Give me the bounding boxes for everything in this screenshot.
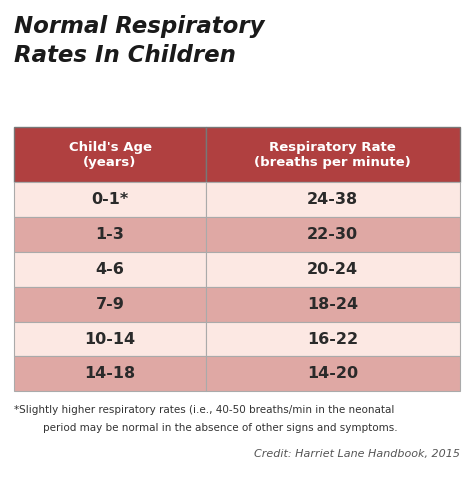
Bar [206, 127, 460, 182]
Text: 16-22: 16-22 [307, 332, 358, 347]
Text: 0-1*: 0-1* [91, 192, 128, 207]
Bar [14, 252, 206, 287]
Bar [14, 287, 206, 322]
Text: 24-38: 24-38 [307, 192, 358, 207]
Text: 1-3: 1-3 [96, 227, 125, 242]
Bar [14, 182, 206, 217]
Text: 14-20: 14-20 [307, 366, 358, 381]
Bar [14, 217, 206, 252]
Bar [206, 217, 460, 252]
Text: period may be normal in the absence of other signs and symptoms.: period may be normal in the absence of o… [43, 423, 397, 433]
Bar [206, 182, 460, 217]
Bar [206, 322, 460, 356]
Text: Normal Respiratory: Normal Respiratory [14, 15, 264, 38]
Text: Rates In Children: Rates In Children [14, 44, 236, 67]
Text: 22-30: 22-30 [307, 227, 358, 242]
Bar [14, 356, 206, 391]
Text: Credit: Harriet Lane Handbook, 2015: Credit: Harriet Lane Handbook, 2015 [254, 449, 460, 458]
Text: 10-14: 10-14 [84, 332, 136, 347]
Text: 4-6: 4-6 [96, 262, 125, 277]
Bar [206, 252, 460, 287]
Bar [14, 127, 206, 182]
Text: *Slightly higher respiratory rates (i.e., 40-50 breaths/min in the neonatal: *Slightly higher respiratory rates (i.e.… [14, 406, 394, 415]
Bar [206, 356, 460, 391]
Bar [206, 287, 460, 322]
Text: 7-9: 7-9 [96, 297, 125, 312]
Bar [14, 322, 206, 356]
Text: 20-24: 20-24 [307, 262, 358, 277]
Text: 18-24: 18-24 [307, 297, 358, 312]
Text: Child's Age
(years): Child's Age (years) [69, 141, 152, 169]
Text: 14-18: 14-18 [84, 366, 136, 381]
Text: Respiratory Rate
(breaths per minute): Respiratory Rate (breaths per minute) [255, 141, 411, 169]
